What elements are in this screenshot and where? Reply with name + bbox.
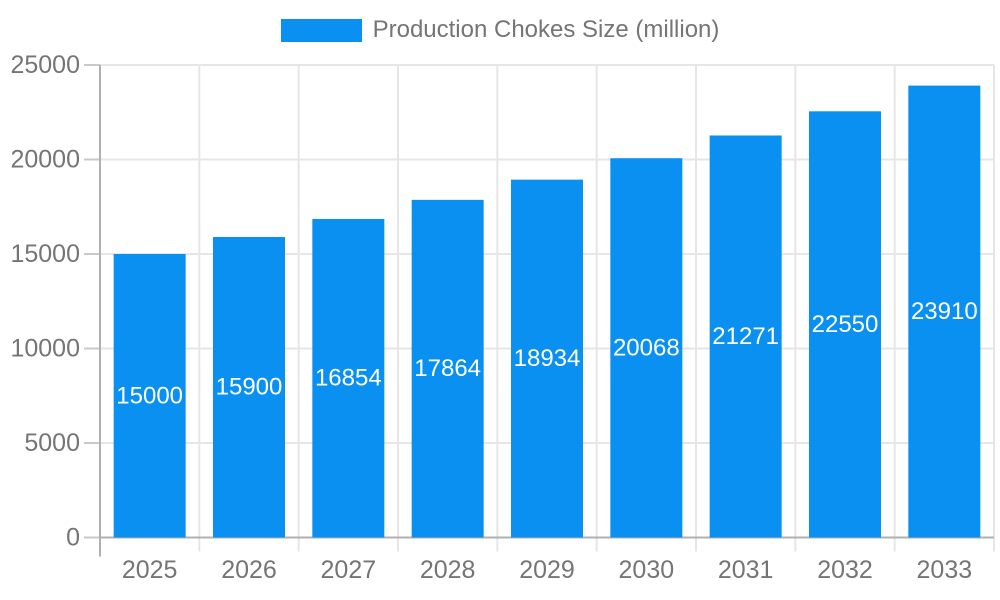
bar-value-label: 16854: [315, 365, 382, 392]
y-tick-label: 15000: [10, 240, 80, 268]
bar[interactable]: [411, 199, 484, 538]
bar-value-label: 17864: [414, 355, 481, 382]
bar-value-label: 21271: [712, 323, 779, 350]
x-tick-label: 2026: [221, 556, 277, 584]
legend-label: Production Chokes Size (million): [372, 16, 720, 43]
x-tick-label: 2027: [321, 556, 377, 584]
bar[interactable]: [113, 254, 186, 538]
y-tick-label: 0: [66, 524, 80, 552]
x-tick-label: 2032: [817, 556, 873, 584]
bar[interactable]: [312, 218, 385, 538]
bar[interactable]: [709, 135, 782, 538]
bar-value-label: 15900: [216, 374, 283, 401]
x-tick-label: 2025: [122, 556, 178, 584]
bar-value-label: 18934: [514, 345, 581, 372]
x-tick-label: 2028: [420, 556, 476, 584]
x-tick-label: 2030: [619, 556, 675, 584]
bar-value-label: 20068: [613, 334, 680, 361]
y-tick-label: 20000: [10, 146, 80, 174]
bar-value-label: 23910: [911, 298, 978, 325]
x-tick-label: 2029: [519, 556, 575, 584]
bar[interactable]: [610, 158, 683, 538]
bar[interactable]: [809, 111, 881, 538]
bar-value-label: 15000: [116, 382, 183, 409]
legend[interactable]: Production Chokes Size (million): [0, 16, 1000, 44]
bar-value-label: 22550: [812, 311, 879, 338]
bar[interactable]: [511, 179, 583, 538]
x-tick-label: 2033: [917, 556, 973, 584]
bar[interactable]: [213, 236, 285, 538]
y-tick-label: 25000: [10, 51, 80, 79]
bar[interactable]: [908, 85, 981, 538]
legend-swatch-icon: [280, 18, 362, 42]
y-tick-label: 5000: [24, 429, 80, 457]
y-tick-label: 10000: [10, 335, 80, 363]
x-tick-label: 2031: [718, 556, 774, 584]
